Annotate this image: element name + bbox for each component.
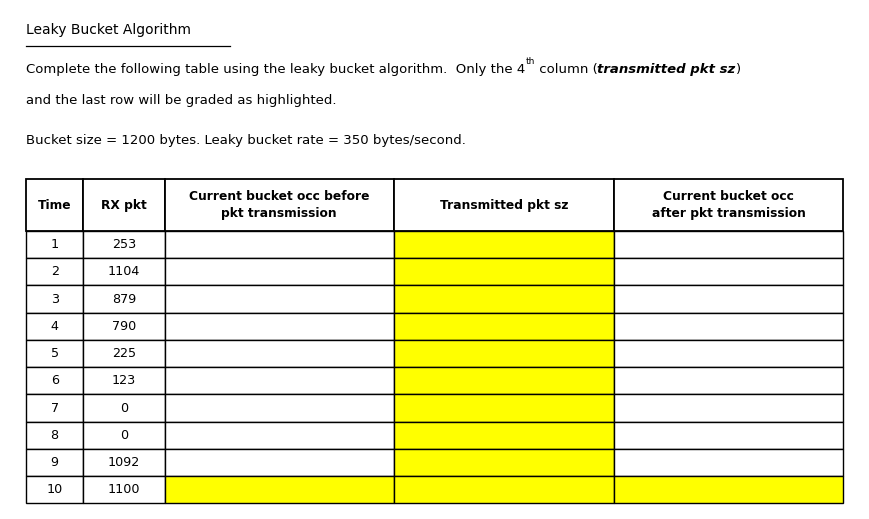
Bar — [165, 285, 394, 312]
Bar — [83, 476, 165, 503]
Bar — [394, 367, 614, 394]
Bar — [83, 258, 165, 285]
Bar — [394, 394, 614, 421]
Text: 8: 8 — [50, 429, 59, 442]
Text: 123: 123 — [112, 374, 136, 387]
Text: 1: 1 — [50, 238, 59, 251]
Bar — [614, 285, 843, 312]
Text: 3: 3 — [50, 293, 59, 306]
Bar — [165, 179, 394, 231]
Text: RX pkt: RX pkt — [101, 198, 147, 212]
Bar — [26, 179, 83, 231]
Bar — [394, 449, 614, 476]
Bar — [83, 421, 165, 449]
Bar — [394, 312, 614, 340]
Bar — [83, 394, 165, 421]
Text: 6: 6 — [50, 374, 59, 387]
Text: and the last row will be graded as highlighted.: and the last row will be graded as highl… — [26, 94, 336, 107]
Text: 253: 253 — [112, 238, 136, 251]
Bar — [83, 340, 165, 367]
Bar — [26, 394, 83, 421]
Bar — [165, 258, 394, 285]
Bar — [614, 179, 843, 231]
Text: column (: column ( — [534, 63, 598, 76]
Text: 225: 225 — [112, 347, 136, 360]
Bar — [614, 476, 843, 503]
Bar — [394, 476, 614, 503]
Bar — [83, 312, 165, 340]
Text: 1092: 1092 — [108, 456, 140, 469]
Text: 1104: 1104 — [108, 265, 140, 278]
Text: Transmitted pkt sz: Transmitted pkt sz — [440, 198, 568, 212]
Bar — [394, 179, 614, 231]
Bar — [26, 340, 83, 367]
Text: 5: 5 — [50, 347, 59, 360]
Text: 4: 4 — [50, 320, 59, 333]
Bar — [83, 231, 165, 258]
Bar — [26, 231, 83, 258]
Bar — [165, 421, 394, 449]
Bar — [614, 258, 843, 285]
Text: 10: 10 — [47, 483, 63, 496]
Bar — [26, 258, 83, 285]
Bar — [26, 285, 83, 312]
Bar — [165, 340, 394, 367]
Bar — [165, 312, 394, 340]
Bar — [394, 421, 614, 449]
Bar — [26, 312, 83, 340]
Text: Bucket size = 1200 bytes. Leaky bucket rate = 350 bytes/second.: Bucket size = 1200 bytes. Leaky bucket r… — [26, 134, 466, 147]
Bar — [26, 421, 83, 449]
Bar — [26, 449, 83, 476]
Text: Complete the following table using the leaky bucket algorithm.  Only the 4: Complete the following table using the l… — [26, 63, 526, 76]
Bar — [394, 258, 614, 285]
Bar — [394, 231, 614, 258]
Text: Current bucket occ before
pkt transmission: Current bucket occ before pkt transmissi… — [189, 190, 369, 220]
Bar — [165, 394, 394, 421]
Bar — [614, 367, 843, 394]
Bar — [26, 367, 83, 394]
Text: Time: Time — [38, 198, 71, 212]
Bar — [165, 476, 394, 503]
Bar — [614, 340, 843, 367]
Bar — [83, 179, 165, 231]
Bar — [614, 231, 843, 258]
Bar — [614, 449, 843, 476]
Bar — [83, 285, 165, 312]
Bar — [614, 312, 843, 340]
Bar — [83, 367, 165, 394]
Text: Current bucket occ
after pkt transmission: Current bucket occ after pkt transmissio… — [652, 190, 806, 220]
Text: 7: 7 — [50, 402, 59, 415]
Text: ): ) — [736, 63, 740, 76]
Text: 790: 790 — [112, 320, 136, 333]
Bar — [83, 449, 165, 476]
Bar — [165, 231, 394, 258]
Text: th: th — [526, 57, 534, 66]
Text: Leaky Bucket Algorithm: Leaky Bucket Algorithm — [26, 23, 191, 37]
Bar — [165, 367, 394, 394]
Text: transmitted pkt sz: transmitted pkt sz — [598, 63, 736, 76]
Text: 2: 2 — [50, 265, 59, 278]
Bar — [165, 449, 394, 476]
Text: 0: 0 — [120, 429, 128, 442]
Text: 0: 0 — [120, 402, 128, 415]
Bar — [614, 394, 843, 421]
Text: 879: 879 — [112, 293, 136, 306]
Bar — [26, 476, 83, 503]
Bar — [394, 340, 614, 367]
Bar — [394, 285, 614, 312]
Text: 1100: 1100 — [108, 483, 140, 496]
Bar — [614, 421, 843, 449]
Text: 9: 9 — [50, 456, 59, 469]
